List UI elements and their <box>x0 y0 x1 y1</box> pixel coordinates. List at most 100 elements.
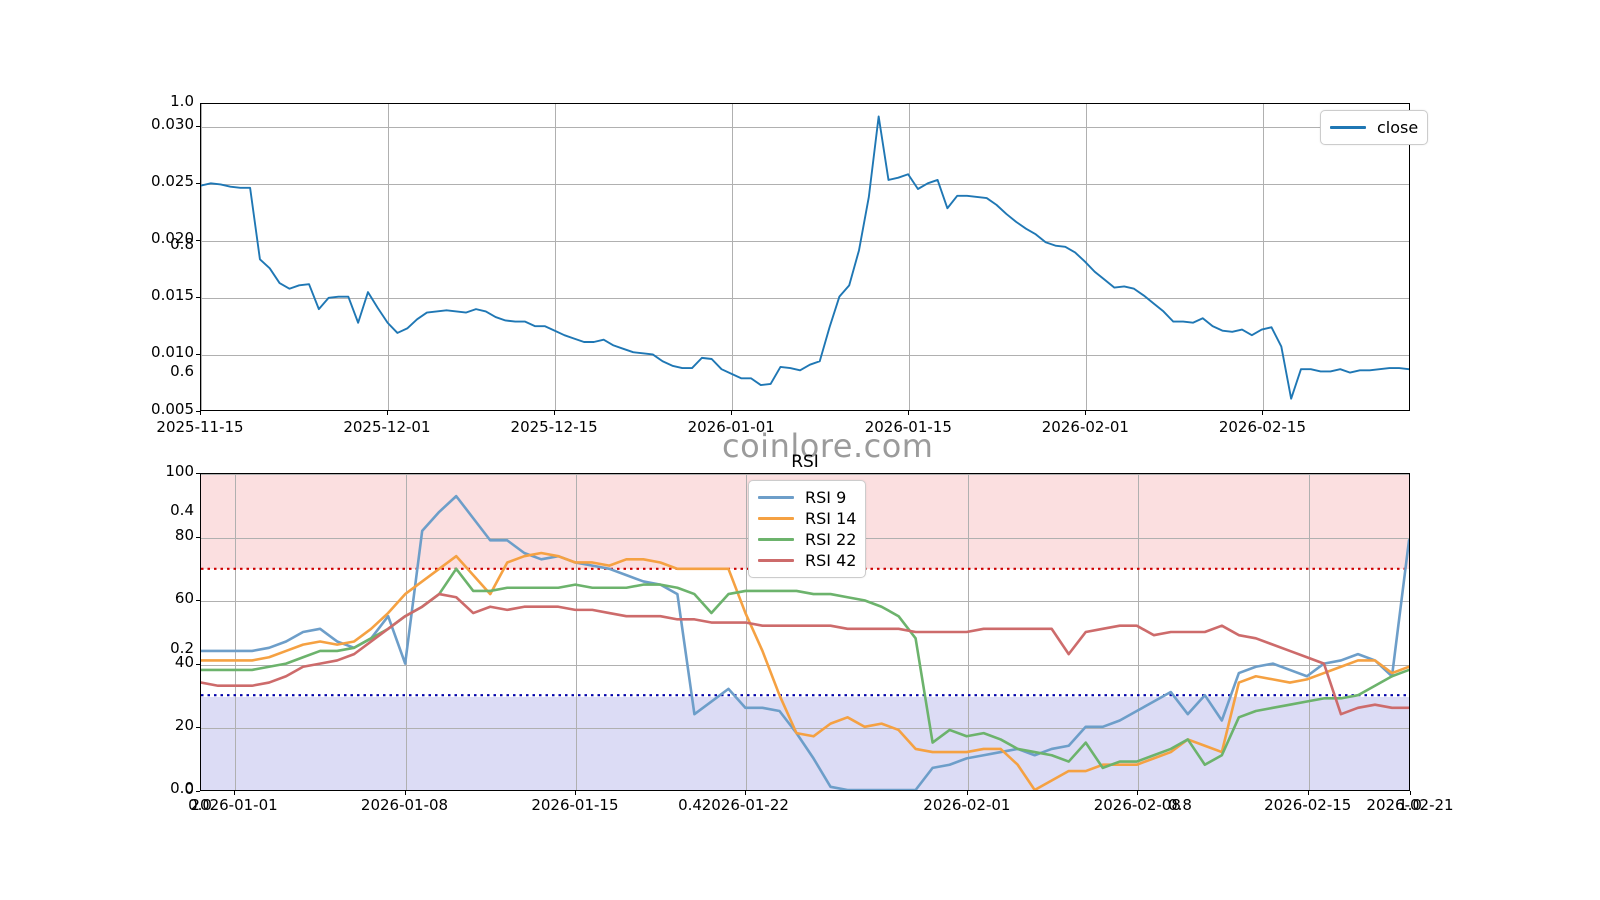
gridline <box>388 104 389 410</box>
rsi-x-tick-label: 2026-01-08 <box>360 796 449 814</box>
axis-tick-mark <box>745 791 746 795</box>
rsi-x-tick-label: 2026-02-15 <box>1264 796 1352 814</box>
axis-tick-mark <box>1410 791 1411 795</box>
gridline <box>201 601 1409 602</box>
gridline <box>201 665 1409 666</box>
rsi-y-tick-label: 40 <box>174 652 194 671</box>
legend-color-swatch <box>758 517 794 520</box>
rsi-y-tick-label: 80 <box>174 525 194 544</box>
price-legend[interactable]: close <box>1320 110 1429 145</box>
gridline <box>201 184 1409 185</box>
axis-tick-mark <box>575 791 576 795</box>
gridline <box>576 474 577 790</box>
gridline <box>746 474 747 790</box>
gridline <box>555 104 556 410</box>
rsi-legend-item[interactable]: RSI 22 <box>758 529 856 550</box>
axis-tick-mark <box>196 411 200 412</box>
rsi-legend-item[interactable]: RSI 9 <box>758 487 856 508</box>
gridline <box>732 104 733 410</box>
price-x-tick-label: 2026-02-15 <box>1218 418 1307 436</box>
axis-tick-mark <box>196 537 200 538</box>
gridline <box>201 104 202 410</box>
rsi-panel-title: RSI <box>791 452 819 472</box>
axis-tick-mark <box>554 411 555 415</box>
axis-tick-mark <box>196 473 200 474</box>
legend-color-swatch <box>758 496 794 499</box>
legend-label: RSI 22 <box>805 530 857 549</box>
price-line-series <box>201 104 1409 410</box>
rsi-x-tick-label: 2026-02-08 <box>1093 796 1181 814</box>
axis-tick-mark <box>1262 411 1263 415</box>
gridline <box>201 127 1409 128</box>
gridline <box>201 728 1409 729</box>
price-y-tick-label: 0.030 <box>151 114 194 133</box>
axis-tick-mark <box>196 791 200 792</box>
watermark: coinlore.com <box>722 427 934 465</box>
axis-tick-mark <box>196 664 200 665</box>
rsi-legend-item[interactable]: RSI 14 <box>758 508 856 529</box>
rsi-y-tick-label-normalized: 0.2 <box>170 639 194 657</box>
price-y-tick-label-normalized: 0.8 <box>170 235 194 253</box>
axis-tick-mark <box>196 240 200 241</box>
rsi-line-series <box>201 474 1409 790</box>
rsi-x-tick-label: 2026-01-22 <box>701 796 789 814</box>
axis-tick-mark <box>196 727 200 728</box>
legend-color-swatch <box>758 559 794 562</box>
price-y-tick-label-normalized: 0.6 <box>170 362 194 380</box>
axis-tick-mark <box>196 126 200 127</box>
gridline <box>201 355 1409 356</box>
rsi-y-tick-label-normalized: 0.0 <box>170 779 194 797</box>
price-x-tick-label: 2026-02-01 <box>1041 418 1129 436</box>
legend-label: RSI 9 <box>805 488 847 507</box>
axis-tick-mark <box>196 354 200 355</box>
gridline <box>235 474 236 790</box>
price-chart-panel <box>200 103 1410 411</box>
price-y-tick-label: 0.025 <box>151 171 194 190</box>
price-x-tick-label: 2026-01-15 <box>864 418 952 436</box>
price-y-tick-label: 0.020 <box>151 228 194 247</box>
axis-tick-mark <box>387 411 388 415</box>
rsi-x-tick-label-normalized: 0.4 <box>678 796 702 814</box>
axis-tick-mark <box>1308 791 1309 795</box>
price-y-tick-label: 0.015 <box>151 285 194 304</box>
gridline <box>909 104 910 410</box>
rsi-x-tick-label-normalized: 1.0 <box>1398 796 1422 814</box>
axis-tick-mark <box>1137 791 1138 795</box>
price-legend-item[interactable]: close <box>1330 117 1418 138</box>
axis-tick-mark <box>1085 411 1086 415</box>
price-plot-area <box>201 104 1409 410</box>
rsi-y-tick-label: 20 <box>174 716 194 735</box>
legend-color-swatch <box>1330 126 1366 129</box>
rsi-x-tick-label-normalized: 0.8 <box>1168 796 1192 814</box>
gridline <box>201 298 1409 299</box>
axis-tick-mark <box>200 411 201 415</box>
rsi-legend-item[interactable]: RSI 42 <box>758 550 856 571</box>
price-x-tick-label: 2026-01-01 <box>687 418 775 436</box>
rsi-x-tick-label: 2026-02-01 <box>923 796 1011 814</box>
gridline <box>201 241 1409 242</box>
gridline <box>201 474 1409 475</box>
axis-tick-mark <box>967 791 968 795</box>
gridline <box>1309 474 1310 790</box>
axis-tick-mark <box>196 183 200 184</box>
rsi-x-tick-label: 2026-01-15 <box>531 796 619 814</box>
rsi-y-tick-label: 60 <box>174 589 194 608</box>
axis-tick-mark <box>196 297 200 298</box>
gridline <box>1138 474 1139 790</box>
gridline <box>1263 104 1264 410</box>
legend-label: RSI 14 <box>805 509 857 528</box>
price-x-tick-label: 2025-12-01 <box>343 418 431 436</box>
axis-tick-mark <box>196 600 200 601</box>
legend-color-swatch <box>758 538 794 541</box>
price-y-tick-label: 0.010 <box>151 342 194 361</box>
price-y-tick-label-normalized: 1.0 <box>170 92 194 110</box>
gridline <box>406 474 407 790</box>
rsi-legend[interactable]: RSI 9 RSI 14 RSI 22 RSI 42 <box>748 480 867 578</box>
legend-label: close <box>1377 118 1419 137</box>
axis-tick-mark <box>731 411 732 415</box>
price-y-tick-label: 0.005 <box>151 400 194 418</box>
rsi-plot-area <box>201 474 1409 790</box>
legend-label: RSI 42 <box>805 551 857 570</box>
axis-tick-mark <box>405 791 406 795</box>
